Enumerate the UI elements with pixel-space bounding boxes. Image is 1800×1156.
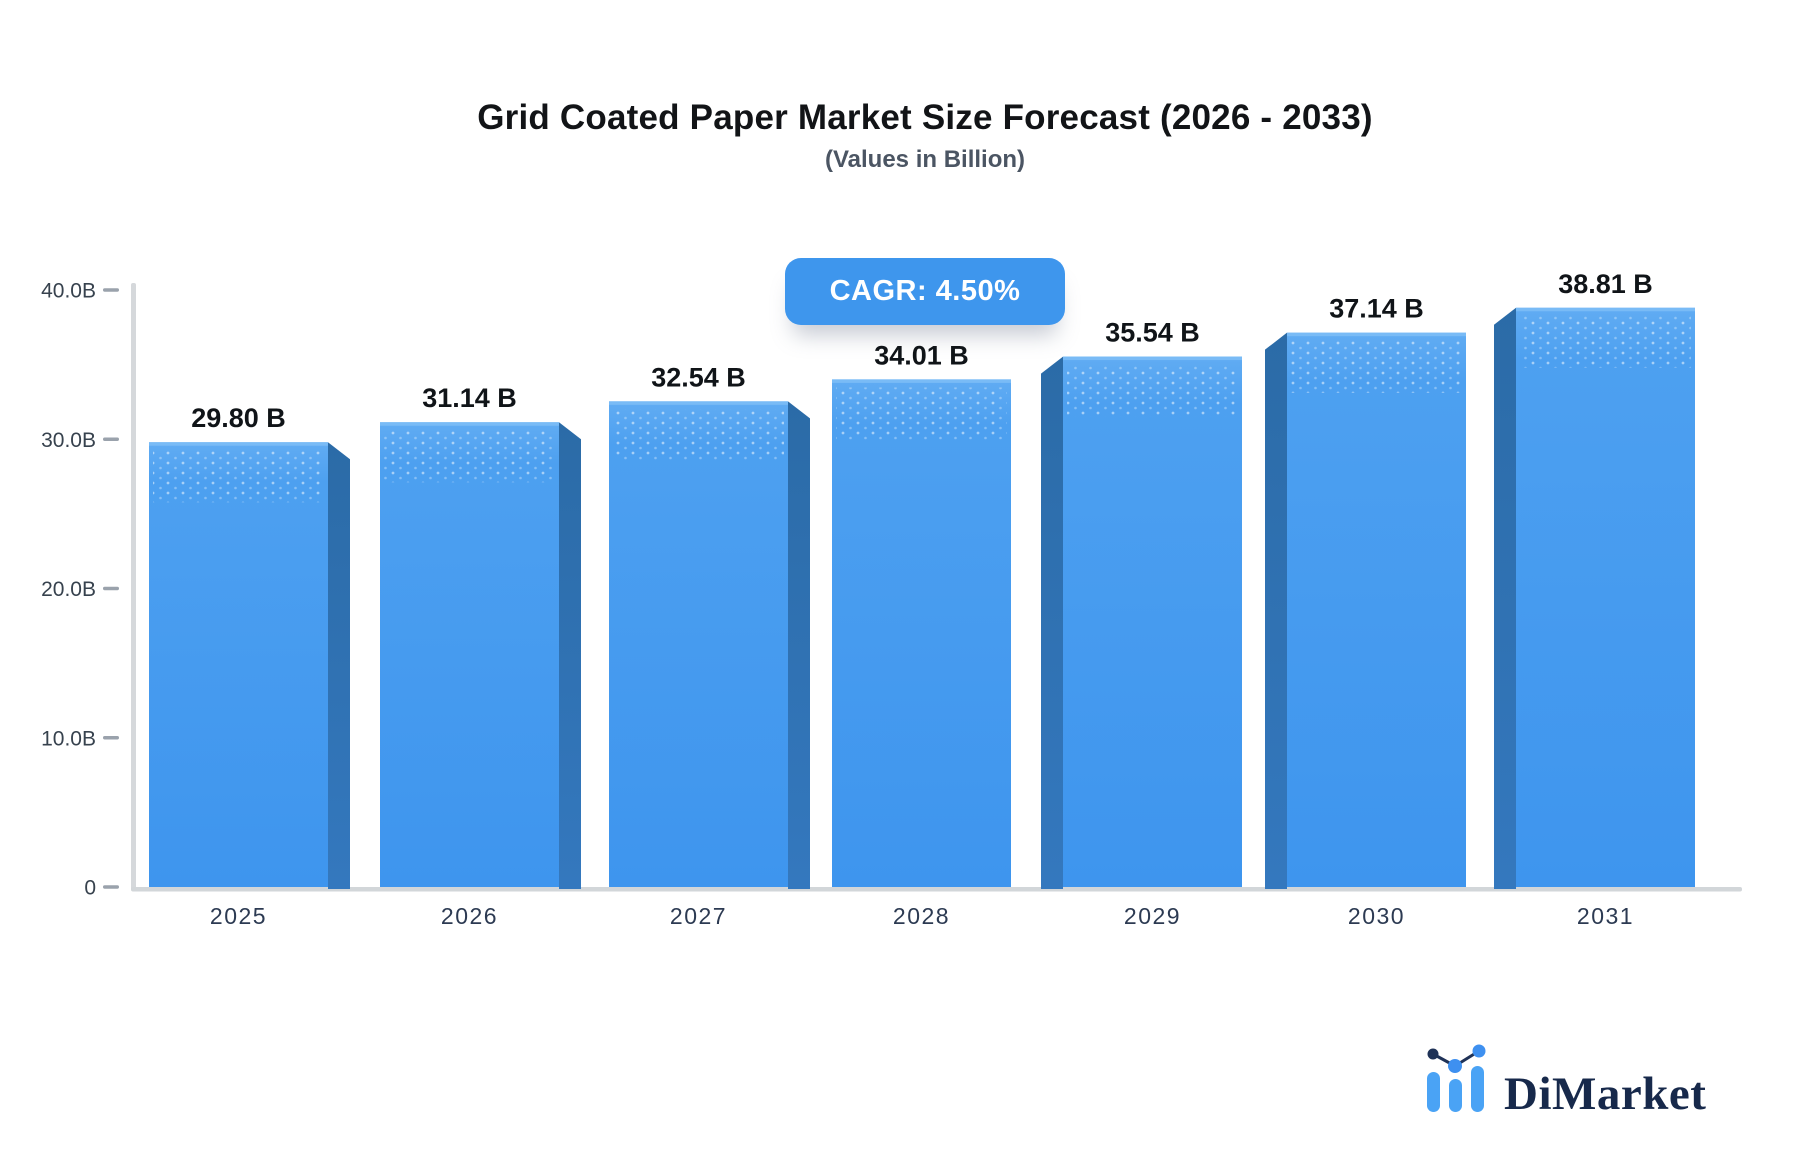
bar-side-face (1265, 332, 1287, 889)
bar-dot-texture (1520, 315, 1691, 368)
y-tick-0 (103, 885, 119, 889)
bar-value-label: 38.81 B (1558, 269, 1653, 299)
bar-value-label: 29.80 B (191, 403, 286, 433)
cagr-badge: CAGR: 4.50% (785, 258, 1065, 325)
bar-side-face (1494, 307, 1516, 889)
x-axis-label: 2029 (1124, 903, 1181, 929)
bar-front-face (832, 379, 1011, 887)
bar-2025: 29.80 B 2025 (149, 403, 350, 929)
icon-dot (1472, 1044, 1486, 1058)
bar-side-face (559, 422, 581, 889)
bar-front-face (1287, 332, 1466, 887)
x-axis-label: 2027 (670, 903, 727, 929)
bar-value-label: 31.14 B (422, 383, 517, 413)
icon-dot (1427, 1048, 1439, 1060)
bar-dot-texture (836, 387, 1007, 440)
x-axis-label: 2025 (210, 903, 267, 929)
x-axis-label: 2028 (893, 903, 950, 929)
bar-dot-texture (1291, 340, 1462, 393)
bar-top-highlight (1516, 307, 1695, 312)
bar-2026: 31.14 B 2026 (380, 383, 581, 929)
bar-value-label: 32.54 B (651, 362, 746, 392)
y-tick-30.0B (103, 437, 119, 441)
bar-front-face (380, 422, 559, 887)
bar-top-highlight (1287, 332, 1466, 337)
chart-header: Grid Coated Paper Market Size Forecast (… (0, 0, 1800, 174)
y-tick-10.0B (103, 736, 119, 740)
chart-title: Grid Coated Paper Market Size Forecast (… (477, 98, 1373, 137)
x-axis-label: 2026 (441, 903, 498, 929)
y-tick-label: 40.0B (41, 280, 96, 303)
bar-dot-texture (1067, 364, 1238, 417)
bar-side-face (1041, 356, 1063, 889)
bar-2030: 37.14 B 2030 (1265, 294, 1466, 929)
bar-front-face (1063, 356, 1242, 887)
y-tick-20.0B (103, 586, 119, 591)
bar-value-label: 35.54 B (1105, 318, 1200, 348)
bar-value-label: 34.01 B (874, 340, 969, 370)
y-tick-40.0B (103, 288, 119, 292)
bar-front-face (149, 442, 328, 887)
bar-dot-texture (153, 450, 324, 503)
bar-dot-texture (613, 409, 784, 462)
logo-text: DiMarket (1504, 1068, 1707, 1121)
y-tick-label: 10.0B (41, 727, 96, 750)
y-tick-label: 30.0B (41, 429, 96, 452)
y-tick-label: 0 (84, 877, 96, 900)
bar-top-highlight (609, 401, 788, 405)
bar-side-face (788, 401, 810, 889)
bar-2027: 32.54 B 2027 (609, 362, 810, 929)
bar-front-face (1516, 307, 1695, 887)
bar-top-highlight (1063, 356, 1242, 361)
chart-subtitle: (Values in Billion) (824, 146, 1026, 173)
bar-2031: 38.81 B 2031 (1494, 269, 1695, 929)
bar-value-label: 37.14 B (1329, 294, 1424, 324)
bar-top-highlight (149, 442, 328, 446)
bar-side-face (328, 442, 350, 889)
bar-2028: 34.01 B 2028 (832, 340, 1011, 929)
x-axis-label: 2031 (1577, 903, 1634, 929)
bar-front-face (609, 401, 788, 887)
bar-top-highlight (832, 379, 1011, 383)
bar-dot-texture (384, 430, 555, 483)
dimarket-logo: DiMarket (1426, 1042, 1707, 1121)
icon-dot (1448, 1059, 1462, 1073)
icon-bar (1427, 1072, 1440, 1112)
icon-bar (1449, 1079, 1462, 1112)
y-tick-label: 20.0B (41, 578, 96, 601)
x-axis-label: 2030 (1348, 903, 1405, 929)
icon-bar (1471, 1066, 1484, 1112)
bar-2029: 35.54 B 2029 (1041, 318, 1242, 929)
bar-top-highlight (380, 422, 559, 426)
x-axis-line (131, 887, 1742, 892)
y-axis-line (131, 283, 136, 891)
mini-bar-chart-icon (1427, 1044, 1486, 1112)
